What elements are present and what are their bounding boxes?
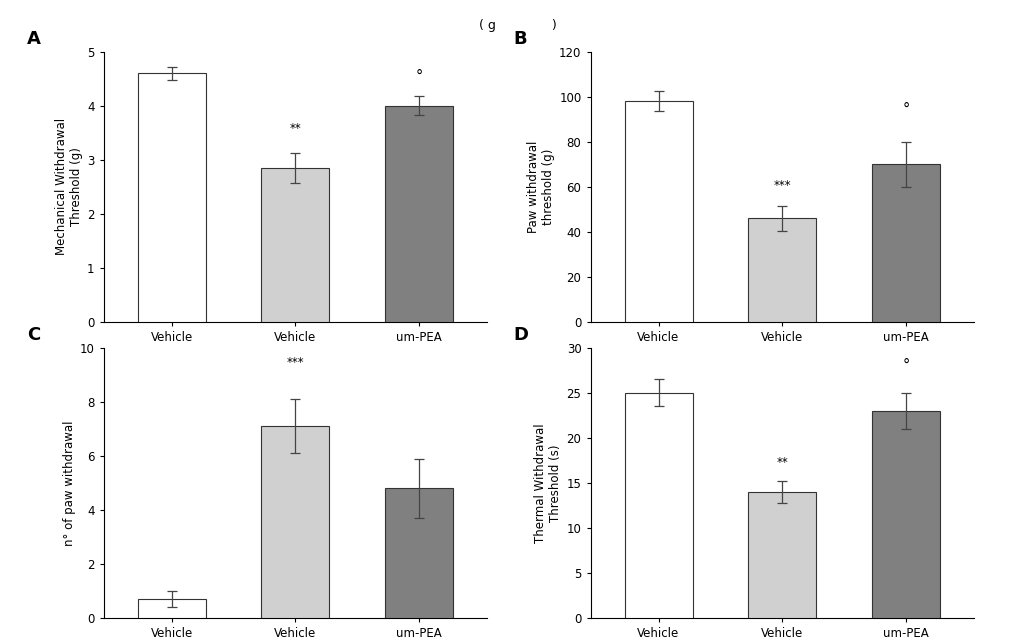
Bar [748,218,816,322]
Y-axis label: n° of paw withdrawal: n° of paw withdrawal [62,421,76,545]
Text: C: C [27,326,40,344]
Text: ***: *** [773,180,792,193]
Bar [872,164,940,322]
Text: °: ° [902,358,910,373]
Y-axis label: Mechanical Withdrawal
Threshold (g): Mechanical Withdrawal Threshold (g) [55,118,83,255]
Bar [138,73,205,322]
Text: Paclitaxel: Paclitaxel [816,381,872,395]
Bar [261,168,329,322]
Bar [385,106,453,322]
Text: ***: *** [286,356,305,370]
Bar [625,393,692,618]
Text: °: ° [902,102,910,117]
Y-axis label: Thermal Withdrawal
Threshold (s): Thermal Withdrawal Threshold (s) [535,423,563,543]
Bar [261,426,329,618]
Bar [625,101,692,322]
Bar [385,488,453,618]
Bar [748,492,816,618]
Y-axis label: Paw withdrawal
threshold (g): Paw withdrawal threshold (g) [527,140,555,233]
Text: **: ** [289,122,301,135]
Text: D: D [514,326,528,344]
Text: Paclitaxel: Paclitaxel [329,381,385,395]
Text: °: ° [415,69,423,84]
Text: ( g              ): ( g ) [479,19,557,32]
Bar [872,411,940,618]
Bar [138,600,205,618]
Text: A: A [27,30,40,48]
Text: B: B [514,30,527,48]
Text: **: ** [776,457,788,469]
